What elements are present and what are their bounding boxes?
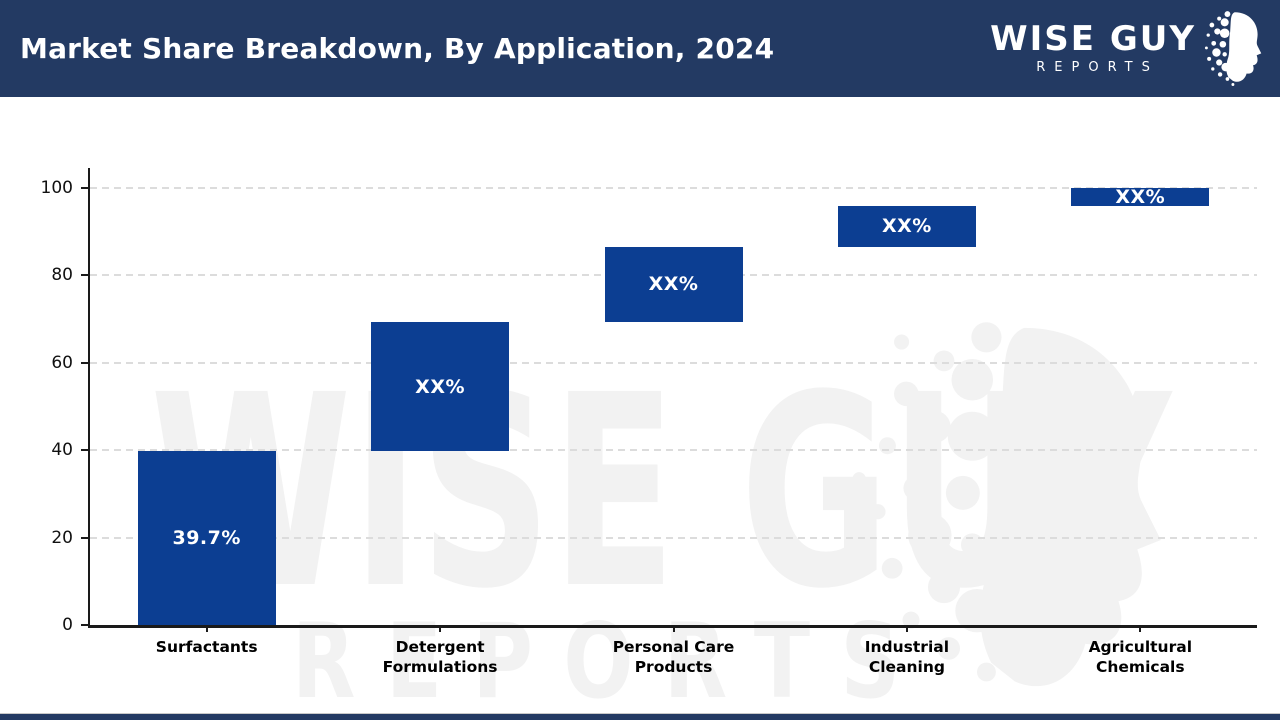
gridline [90, 361, 1257, 364]
y-axis-tick-label: 40 [51, 440, 73, 460]
logo-wordmark: WISE GUY [990, 19, 1196, 59]
x-axis-tick [439, 625, 442, 632]
bar-segment: XX% [1071, 185, 1210, 208]
bar-segment: XX% [837, 206, 976, 247]
y-axis-tick [81, 449, 88, 451]
bar-segment: 39.7% [137, 451, 276, 625]
x-axis-tick [672, 625, 675, 632]
y-axis-tick [81, 536, 88, 539]
y-axis-tick-label: 100 [40, 177, 73, 198]
plot-area: 0 20 40 60 80 100 39.7% Surfactants XX% Detergent… [41, 168, 1257, 676]
y-axis-tick [81, 274, 88, 276]
x-axis-tick [905, 625, 908, 632]
y-axis-tick-label: 80 [51, 265, 73, 285]
page-title: Market Share Breakdown, By Application, … [20, 32, 775, 65]
y-axis-tick-label: 60 [51, 352, 73, 373]
watermark-face-icon [845, 297, 1175, 721]
y-axis-tick [81, 186, 88, 189]
x-axis-category-label: Detergent Formulations [382, 638, 498, 677]
logo-face-icon [1200, 6, 1264, 92]
x-axis-category-label: Agricultural Chemicals [1088, 638, 1193, 677]
logo-subtitle: REPORTS [1036, 60, 1159, 75]
chart-canvas: WISE GUY REPORTS 0 20 40 60 80 100 39.7% Surfac… [0, 97, 1280, 714]
x-axis-tick [1139, 625, 1142, 632]
gridline [90, 449, 1257, 451]
y-axis-tick [81, 624, 88, 626]
y-axis-tick [81, 361, 88, 364]
x-axis-category-label: Surfactants [155, 638, 258, 656]
bar-segment: XX% [371, 322, 510, 452]
bar-value-label: 39.7% [172, 527, 241, 550]
bar-value-label: XX% [881, 215, 932, 238]
bar-segment: XX% [604, 246, 743, 323]
x-axis-category-label: Industrial Cleaning [864, 638, 950, 677]
logo-text: WISE GUY REPORTS [990, 22, 1196, 75]
footer-bar [0, 713, 1280, 720]
x-axis-tick [205, 625, 208, 632]
y-axis-tick-label: 20 [51, 527, 73, 548]
bar-value-label: XX% [415, 375, 466, 398]
gridline [90, 186, 1257, 189]
wise-guy-logo: WISE GUY REPORTS [990, 6, 1280, 92]
bar-value-label: XX% [1115, 185, 1166, 208]
y-axis-tick-label: 0 [62, 615, 73, 635]
bar-value-label: XX% [648, 273, 699, 296]
header-banner: Market Share Breakdown, By Application, … [0, 0, 1280, 97]
gridline [90, 536, 1257, 539]
x-axis-category-label: Personal Care Products [612, 638, 735, 677]
